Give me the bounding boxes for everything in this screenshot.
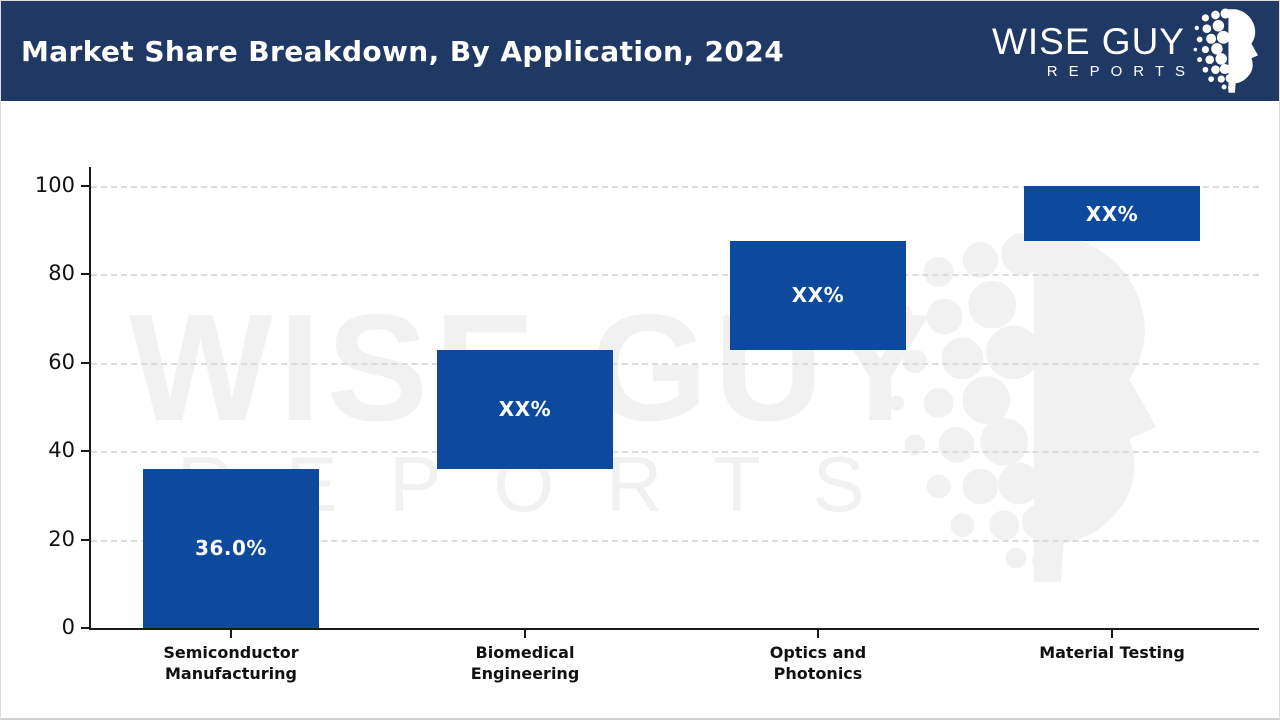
y-tick-label: 20: [48, 526, 75, 551]
wise-guy-logo: WISE GUY REPORTS: [992, 7, 1263, 95]
logo-wordmark: WISE GUY: [991, 21, 1185, 62]
watermark-head-icon: [889, 233, 1157, 582]
bar-value-label: XX%: [498, 397, 552, 422]
y-tick-mark: [81, 627, 89, 629]
bar-value-label: XX%: [791, 283, 845, 308]
y-tick-label: 40: [48, 438, 75, 463]
y-tick-mark: [81, 361, 89, 364]
logo-subtitle: REPORTS: [1046, 63, 1196, 80]
bar-segment: XX%: [437, 349, 613, 469]
logo-head-icon: [1193, 8, 1258, 93]
gridline: [91, 186, 1259, 188]
x-tick-mark: [230, 630, 232, 638]
gridline: [91, 451, 1259, 454]
bar-segment: XX%: [1024, 186, 1200, 242]
plot-area: WISE GUY REPORTS 0 20 40 60 80 100 36.0% XX% XX…: [1, 101, 1279, 718]
bar-segment: XX%: [730, 241, 906, 350]
bar-segment: 36.0%: [143, 468, 319, 628]
y-axis-line: [89, 167, 91, 630]
x-category-label: Biomedical Engineering: [470, 643, 580, 683]
y-tick-label: 60: [48, 349, 75, 374]
x-axis-line: [89, 628, 1259, 630]
y-tick-mark: [81, 450, 89, 453]
chart-title: Market Share Breakdown, By Application, …: [21, 34, 785, 68]
header-bar: Market Share Breakdown, By Application, …: [1, 1, 1279, 101]
y-tick-label: 100: [34, 173, 75, 197]
gridline: [91, 274, 1259, 277]
y-tick-mark: [81, 273, 89, 276]
gridline: [91, 362, 1259, 365]
x-category-label: Semiconductor Manufacturing: [163, 643, 299, 683]
y-tick-mark: [81, 185, 89, 187]
x-tick-mark: [817, 630, 819, 638]
bar-value-label: XX%: [1085, 201, 1139, 226]
y-tick-mark: [81, 538, 89, 541]
y-tick-label: 80: [48, 261, 75, 286]
x-category-label: Optics and Photonics: [769, 643, 867, 683]
x-tick-mark: [1111, 630, 1113, 638]
bar-value-label: 36.0%: [195, 536, 267, 561]
gridline: [91, 539, 1259, 542]
x-tick-mark: [524, 630, 526, 638]
x-category-label: Material Testing: [1039, 643, 1185, 662]
logo-text: WISE GUY REPORTS: [992, 23, 1185, 79]
y-tick-label: 0: [61, 615, 75, 639]
